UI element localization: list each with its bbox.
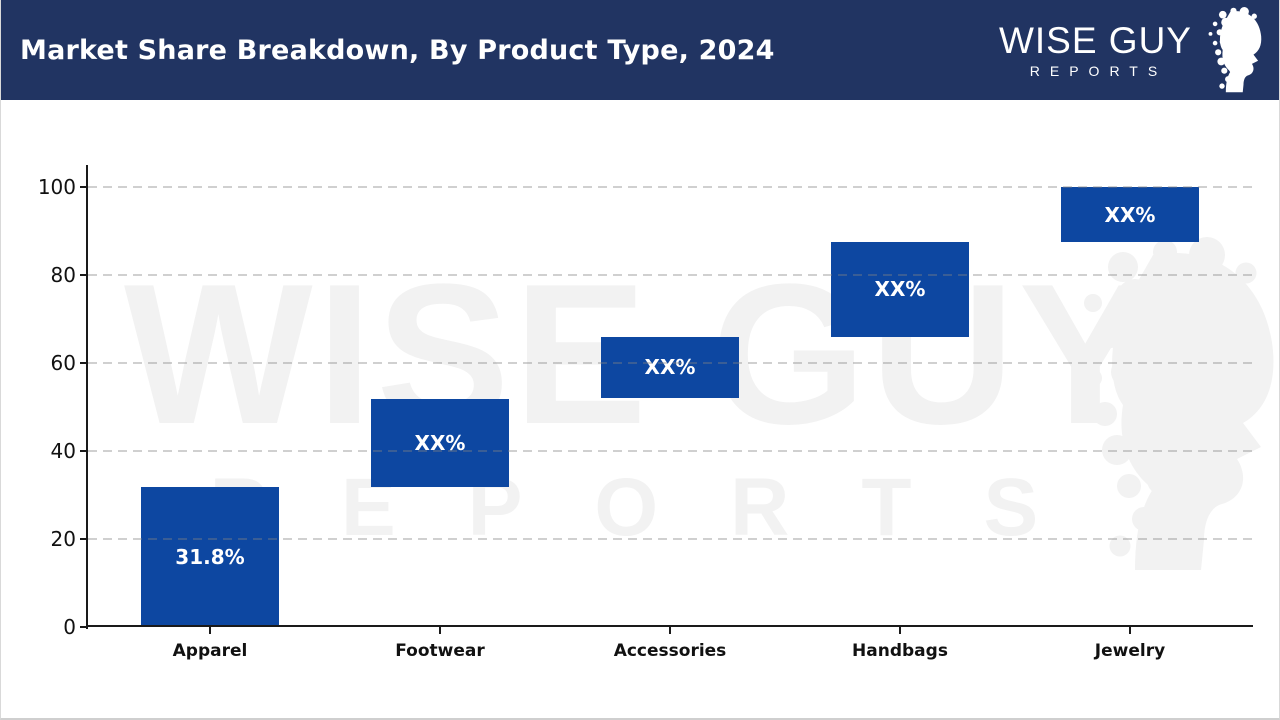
bar-handbags: XX% [831, 242, 969, 337]
x-category-label-apparel: Apparel [172, 641, 248, 661]
bar-value-label: XX% [1104, 202, 1156, 227]
bar-footwear: XX% [371, 399, 509, 488]
y-axis-tick-60 [80, 362, 87, 364]
x-axis-line [86, 625, 1253, 627]
gridline-20 [88, 538, 1253, 540]
y-tick-label-0: 0 [63, 615, 76, 639]
x-category-label-jewelry: Jewelry [1094, 641, 1166, 661]
y-axis-tick-20 [80, 538, 87, 540]
bar-value-label: XX% [414, 431, 466, 456]
logo-reports-text: REPORTS [1029, 62, 1168, 79]
gridline-80 [88, 274, 1253, 276]
y-axis-line [86, 165, 88, 629]
x-category-label-handbags: Handbags [852, 641, 948, 661]
x-axis-tick-accessories [669, 627, 671, 634]
y-tick-label-40: 40 [50, 439, 76, 463]
x-axis-tick-handbags [899, 627, 901, 634]
y-axis-tick-0 [80, 626, 87, 628]
logo-wiseguy-text: WISE GUY [998, 19, 1192, 61]
gridline-40 [88, 450, 1253, 452]
x-category-label-accessories: Accessories [613, 641, 727, 661]
y-tick-label-100: 100 [37, 175, 76, 199]
gridline-100 [88, 186, 1253, 188]
gridline-60 [88, 362, 1253, 364]
bar-value-label: 31.8% [175, 545, 245, 570]
wise-guy-reports-logo: WISE GUY REPORTS [999, 7, 1266, 93]
page-title: Market Share Breakdown, By Product Type,… [20, 34, 775, 66]
bar-value-label: XX% [874, 277, 926, 302]
y-tick-label-80: 80 [50, 263, 76, 287]
y-tick-label-60: 60 [50, 351, 76, 375]
x-axis-tick-apparel [209, 627, 211, 634]
x-category-label-footwear: Footwear [395, 641, 485, 661]
x-axis-tick-jewelry [1129, 627, 1131, 634]
bar-apparel: 31.8% [141, 487, 279, 627]
y-axis-tick-80 [80, 274, 87, 276]
bar-jewelry: XX% [1061, 187, 1199, 242]
header-banner: Market Share Breakdown, By Product Type,… [0, 0, 1280, 100]
bar-accessories: XX% [601, 336, 739, 399]
y-axis-tick-40 [80, 450, 87, 452]
x-axis-tick-footwear [439, 627, 441, 634]
y-tick-label-20: 20 [50, 527, 76, 551]
logo-text: WISE GUY REPORTS [999, 22, 1192, 79]
bar-value-label: XX% [644, 355, 696, 380]
y-axis-tick-100 [80, 186, 87, 188]
